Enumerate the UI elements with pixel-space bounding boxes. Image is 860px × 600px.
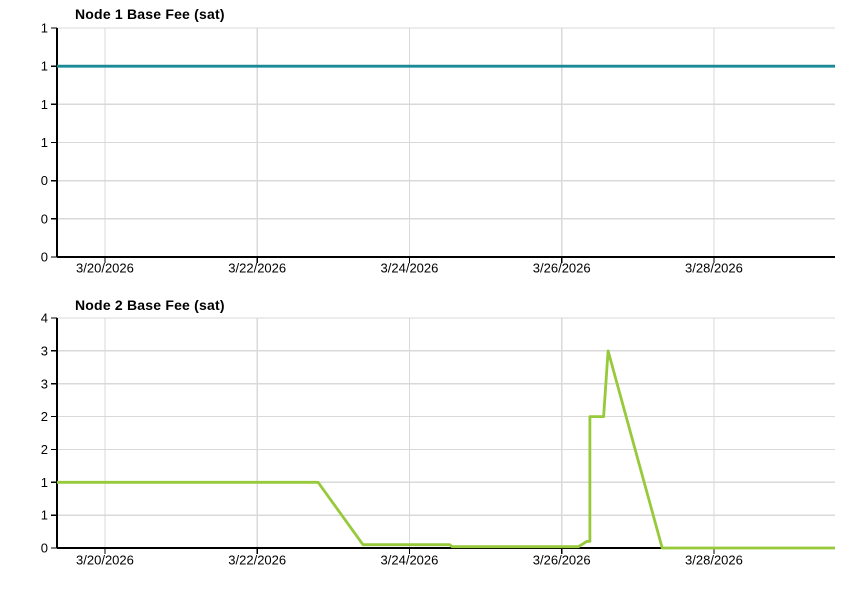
y-tick-label: 0 bbox=[41, 250, 48, 265]
x-tick-label: 3/28/2026 bbox=[685, 261, 743, 276]
x-tick-label: 3/24/2026 bbox=[381, 553, 439, 568]
x-tick-label: 3/24/2026 bbox=[381, 261, 439, 276]
y-tick-label: 1 bbox=[41, 59, 48, 74]
x-tick-label: 3/22/2026 bbox=[228, 261, 286, 276]
y-tick-label: 0 bbox=[41, 173, 48, 188]
x-tick-label: 3/20/2026 bbox=[76, 261, 134, 276]
y-tick-label: 1 bbox=[41, 21, 48, 36]
y-tick-label: 2 bbox=[41, 442, 48, 457]
chart2-title: Node 2 Base Fee (sat) bbox=[75, 297, 225, 313]
y-tick-label: 1 bbox=[41, 508, 48, 523]
series-line-node2_base_fee_sat bbox=[57, 349, 835, 550]
x-tick-label: 3/28/2026 bbox=[685, 553, 743, 568]
x-tick-label: 3/26/2026 bbox=[533, 553, 591, 568]
x-tick-label: 3/20/2026 bbox=[76, 553, 134, 568]
chart1-title: Node 1 Base Fee (sat) bbox=[75, 6, 225, 22]
y-tick-label: 4 bbox=[41, 311, 48, 326]
y-tick-label: 1 bbox=[41, 135, 48, 150]
x-tick-label: 3/26/2026 bbox=[533, 261, 591, 276]
y-tick-label: 0 bbox=[41, 541, 48, 556]
y-tick-label: 1 bbox=[41, 97, 48, 112]
y-tick-label: 0 bbox=[41, 211, 48, 226]
x-tick-label: 3/22/2026 bbox=[228, 553, 286, 568]
y-tick-label: 3 bbox=[41, 343, 48, 358]
y-tick-label: 3 bbox=[41, 376, 48, 391]
y-tick-label: 1 bbox=[41, 475, 48, 490]
y-tick-label: 2 bbox=[41, 409, 48, 424]
